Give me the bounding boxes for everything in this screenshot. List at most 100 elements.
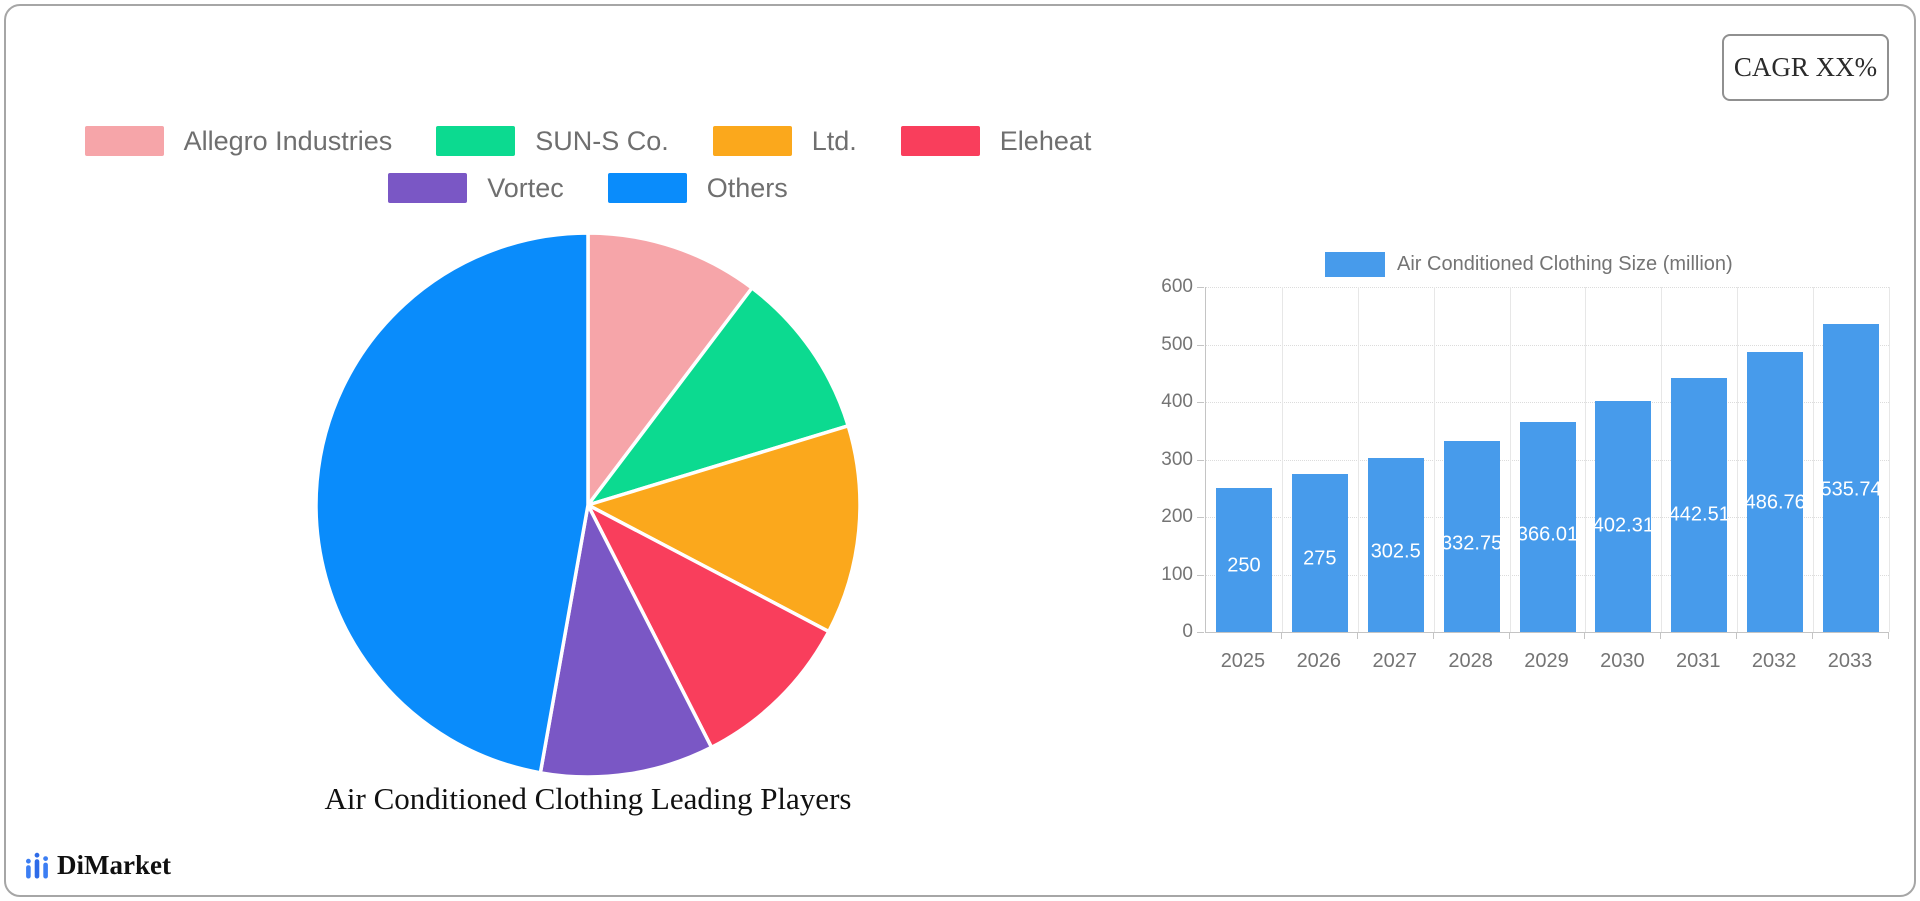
legend-swatch — [712, 126, 792, 156]
y-axis-tick-label: 100 — [1161, 563, 1193, 585]
legend-item: Allegro Industries — [84, 126, 393, 156]
gridline-vertical — [1281, 287, 1283, 632]
legend-label: SUN-S Co. — [535, 126, 669, 156]
legend-label: Vortec — [487, 173, 564, 203]
x-axis-tick-mark — [1508, 633, 1510, 639]
legend-swatch — [84, 126, 164, 156]
gridline-vertical — [1889, 287, 1890, 632]
bar — [1671, 377, 1728, 632]
legend-item: Ltd. — [712, 126, 857, 156]
x-axis-tick-label: 2026 — [1296, 650, 1342, 672]
gridline-vertical — [1737, 287, 1739, 632]
y-axis-tick-label: 500 — [1161, 333, 1193, 355]
pie-slice — [538, 503, 714, 779]
y-axis-tick-label: 200 — [1161, 506, 1193, 527]
bar — [1367, 458, 1424, 632]
bar-legend-swatch — [1325, 252, 1385, 277]
legend-label: Others — [706, 173, 788, 203]
gridline-vertical — [1661, 287, 1663, 632]
bar — [1443, 440, 1500, 632]
x-axis-tick-mark — [1280, 633, 1282, 639]
x-axis-tick-label: 2033 — [1827, 650, 1873, 672]
pie-chart — [314, 231, 862, 779]
x-axis-tick-label: 2032 — [1751, 650, 1797, 672]
x-axis-tick-mark — [1660, 633, 1662, 639]
legend-label: Ltd. — [811, 126, 857, 156]
y-axis-tick-label: 300 — [1161, 448, 1193, 470]
x-axis-tick-mark — [1356, 633, 1358, 639]
x-axis-tick-label: 2027 — [1372, 650, 1417, 672]
pie-chart-title: Air Conditioned Clothing Leading Players — [324, 781, 852, 816]
cagr-label: CAGR XX% — [1733, 52, 1878, 82]
gridline-horizontal — [1206, 344, 1889, 346]
bar-value-label: 332.75 — [1441, 532, 1503, 555]
bar — [1215, 488, 1272, 632]
legend-item: Eleheat — [900, 126, 1092, 156]
legend-item: SUN-S Co. — [436, 126, 669, 156]
x-axis-tick-label: 2030 — [1600, 650, 1645, 672]
pie-slice — [314, 231, 590, 775]
legend-item: Vortec — [388, 173, 564, 203]
legend-label: Allegro Industries — [183, 126, 393, 156]
bar-value-label: 366.01 — [1516, 523, 1579, 546]
y-axis-tick-mark — [1197, 344, 1204, 346]
bar-value-label: 486.76 — [1744, 491, 1806, 514]
bar-chart-logo-icon — [26, 852, 48, 879]
bar-legend-label: Air Conditioned Clothing Size (million) — [1397, 253, 1733, 275]
x-axis-tick-label: 2029 — [1524, 650, 1569, 672]
bar — [1595, 400, 1652, 632]
bar — [1291, 473, 1348, 632]
y-axis-tick-label: 0 — [1182, 621, 1193, 642]
legend-label: Eleheat — [999, 126, 1092, 156]
gridline-vertical — [1433, 287, 1435, 632]
x-axis-tick-label: 2028 — [1448, 650, 1493, 672]
x-axis-tick-mark — [1584, 633, 1586, 639]
bar-value-label: 302.5 — [1370, 540, 1421, 563]
legend-swatch — [388, 173, 468, 203]
cagr-badge: CAGR XX% — [1722, 34, 1889, 101]
pie-slice — [586, 503, 831, 750]
gridline-vertical — [1357, 287, 1359, 632]
pie-slice — [586, 286, 850, 507]
brand-name: DiMarket — [57, 850, 171, 880]
y-axis-tick-mark — [1197, 517, 1204, 518]
x-axis-tick-mark — [1432, 633, 1434, 639]
x-axis-tick-label: 2025 — [1220, 650, 1266, 672]
pie-slice — [586, 231, 754, 507]
gridline-vertical — [1585, 287, 1587, 632]
gridline-horizontal — [1206, 287, 1889, 288]
gridline-vertical — [1813, 287, 1815, 632]
bar-value-label: 442.51 — [1668, 503, 1730, 526]
bar-value-label: 275 — [1303, 547, 1337, 570]
x-axis-tick-label: 2031 — [1676, 650, 1721, 672]
x-axis-tick-mark — [1812, 633, 1814, 639]
bar — [1519, 421, 1576, 632]
y-axis-tick-mark — [1197, 459, 1204, 461]
bar-chart-plot-area: 250 275 302.5 332.75 366.01 402.31 442.51 486.7… — [1205, 287, 1890, 633]
bar-value-label: 402.31 — [1592, 514, 1654, 537]
x-axis-tick-mark — [1736, 633, 1738, 639]
gridline-vertical — [1509, 287, 1511, 632]
legend-swatch — [607, 173, 687, 203]
y-axis-tick-mark — [1197, 287, 1204, 288]
y-axis-tick-mark — [1197, 402, 1204, 403]
pie-legend: Allegro Industries SUN-S Co. Ltd. Eleheat Vo… — [38, 126, 1138, 203]
bar — [1823, 323, 1880, 632]
pie-slice — [586, 424, 862, 634]
bar — [1747, 352, 1804, 632]
y-axis-tick-label: 400 — [1161, 391, 1193, 412]
y-axis-tick-mark — [1197, 632, 1204, 633]
pie-legend-row: Vortec Others — [38, 173, 1138, 203]
bar-chart-legend: Air Conditioned Clothing Size (million) — [1325, 252, 1733, 277]
y-axis-tick-label: 600 — [1161, 276, 1193, 297]
bar-value-label: 250 — [1227, 554, 1261, 577]
legend-swatch — [436, 126, 516, 156]
x-axis-tick-mark — [1888, 633, 1889, 639]
legend-item: Others — [607, 173, 788, 203]
gridline-horizontal — [1206, 402, 1889, 403]
legend-swatch — [900, 126, 980, 156]
bar-value-label: 535.74 — [1820, 478, 1882, 501]
brand-footer: DiMarket — [25, 851, 171, 879]
pie-legend-row: Allegro Industries SUN-S Co. Ltd. Eleheat — [38, 126, 1138, 156]
y-axis-tick-mark — [1197, 574, 1204, 576]
